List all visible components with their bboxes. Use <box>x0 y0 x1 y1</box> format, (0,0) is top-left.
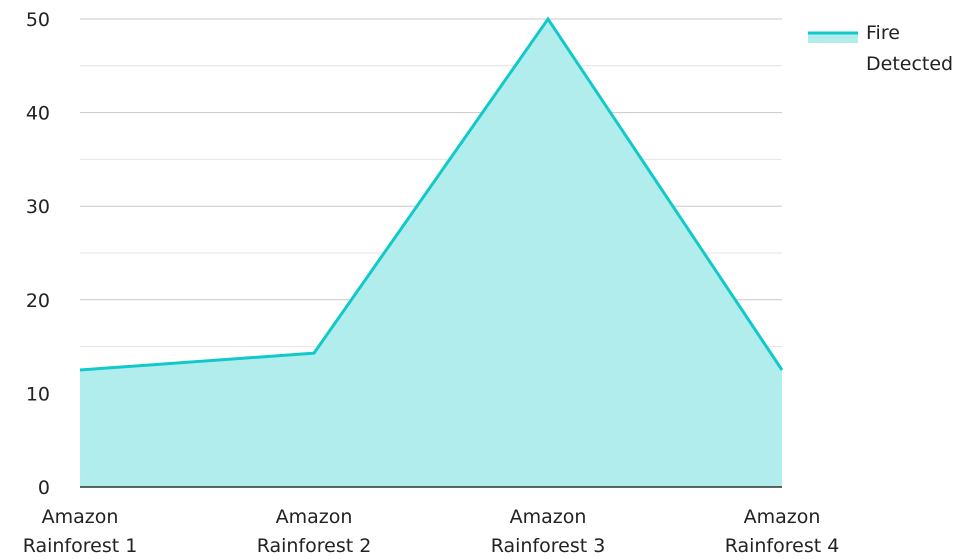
y-tick-label: 50 <box>26 9 50 31</box>
x-category-label-line: Amazon <box>510 506 587 528</box>
x-category-label: Amazon Rainforest 1 <box>23 506 138 557</box>
y-tick-label: 20 <box>26 290 50 312</box>
x-category-label-line: Amazon <box>744 506 821 528</box>
y-axis-ticks: 0 10 20 30 40 50 <box>26 9 50 499</box>
x-category-label-line: Rainforest 4 <box>725 535 840 557</box>
legend-swatch-fill <box>808 33 858 43</box>
x-category-label: Amazon Rainforest 4 <box>725 506 840 557</box>
x-category-label-line: Rainforest 3 <box>491 535 606 557</box>
x-category-label-line: Amazon <box>42 506 119 528</box>
x-category-label-line: Rainforest 1 <box>23 535 138 557</box>
series-line <box>79 16 784 372</box>
x-category-label: Amazon Rainforest 2 <box>257 506 372 557</box>
y-tick-label: 0 <box>38 477 50 499</box>
x-category-label: Amazon Rainforest 3 <box>491 506 606 557</box>
x-category-label-line: Amazon <box>276 506 353 528</box>
y-tick-label: 40 <box>26 103 50 125</box>
legend-label-line: Detected <box>866 53 953 75</box>
area-series <box>79 16 784 487</box>
legend-label-line: Fire <box>866 22 900 44</box>
legend-label: Fire Detected <box>866 22 953 75</box>
y-tick-label: 10 <box>26 383 50 405</box>
x-category-label-line: Rainforest 2 <box>257 535 372 557</box>
series-area-fill <box>80 19 782 487</box>
legend: Fire Detected <box>808 22 953 75</box>
y-tick-label: 30 <box>26 196 50 218</box>
